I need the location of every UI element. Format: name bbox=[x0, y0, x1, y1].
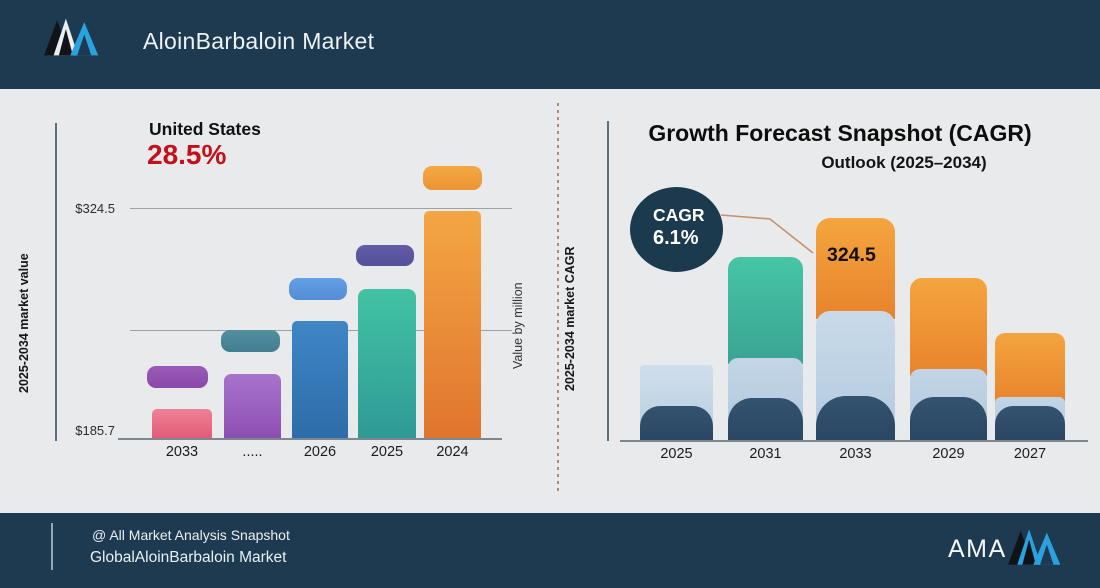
right-chart-title: Growth Forecast Snapshot (CAGR) bbox=[648, 120, 1032, 146]
seg-2033-orange bbox=[816, 218, 895, 319]
bar-2026 bbox=[292, 321, 348, 438]
seg-2031-teal bbox=[728, 257, 803, 364]
footer-brand-text: AMA bbox=[948, 535, 1007, 563]
cagr-badge-value: 6.1% bbox=[653, 227, 699, 249]
seg-2029-navy bbox=[910, 397, 987, 440]
cagr-badge-label: CAGR bbox=[653, 205, 705, 225]
header-bar bbox=[0, 0, 1100, 89]
x-tick-label: 2024 bbox=[436, 444, 469, 460]
x-tick-label: 2033 bbox=[839, 446, 872, 462]
bar-2024 bbox=[424, 211, 481, 438]
bar-2033-cap bbox=[147, 366, 208, 388]
bar-mid bbox=[224, 374, 281, 438]
x-tick-label: 2026 bbox=[303, 444, 337, 460]
left-y-axis-line bbox=[55, 123, 57, 441]
bar-2026-cap bbox=[289, 278, 347, 300]
x-tick-label: 2025 bbox=[370, 444, 404, 460]
x-tick-label: 2029 bbox=[932, 446, 965, 462]
bar-2033 bbox=[152, 409, 212, 438]
x-tick-label: 2025 bbox=[660, 446, 693, 462]
ama-logo-footer-icon bbox=[1008, 529, 1061, 565]
panel-divider bbox=[557, 103, 559, 495]
footer-bar bbox=[0, 513, 1100, 588]
left-chart-highlight: 28.5% bbox=[147, 139, 227, 170]
seg-2027-orange bbox=[995, 333, 1065, 403]
seg-2027-navy bbox=[995, 406, 1065, 440]
cagr-badge: CAGR 6.1% bbox=[630, 187, 723, 272]
seg-2029-orange bbox=[910, 278, 987, 376]
right-x-axis-line bbox=[620, 440, 1088, 442]
x-tick-label: 2033 bbox=[165, 444, 199, 460]
seg-2033-navy bbox=[816, 396, 895, 440]
bar-2025-cap bbox=[356, 245, 414, 266]
right-y-axis-line bbox=[607, 121, 609, 441]
footer-line1: @ All Market Analysis Snapshot bbox=[92, 527, 290, 543]
bar-2025 bbox=[358, 289, 416, 438]
page-title: AloinBarbaloin Market bbox=[143, 28, 375, 54]
ama-logo-icon bbox=[44, 18, 99, 56]
bar-mid-cap bbox=[221, 330, 280, 352]
x-tick-label: 2031 bbox=[749, 446, 782, 462]
footer-divider-line bbox=[51, 523, 53, 570]
footer-line2: GlobalAloinBarbaloin Market bbox=[90, 549, 287, 566]
bar-2024-cap bbox=[423, 166, 482, 190]
x-tick-label: 2027 bbox=[1013, 446, 1047, 462]
bar-value-annotation: 324.5 bbox=[827, 244, 876, 266]
left-chart-title: United States bbox=[149, 119, 261, 139]
right-chart-subtitle: Outlook (2025–2034) bbox=[821, 153, 987, 172]
left-x-axis-line bbox=[118, 438, 502, 440]
seg-2025-navy bbox=[640, 406, 713, 440]
seg-2031-navy bbox=[728, 398, 803, 440]
left-y-tick-lower: $185.7 bbox=[75, 423, 115, 438]
gridline-upper bbox=[130, 208, 512, 209]
left-y-tick-upper: $324.5 bbox=[75, 201, 115, 216]
x-tick-label: ..... bbox=[242, 444, 263, 460]
